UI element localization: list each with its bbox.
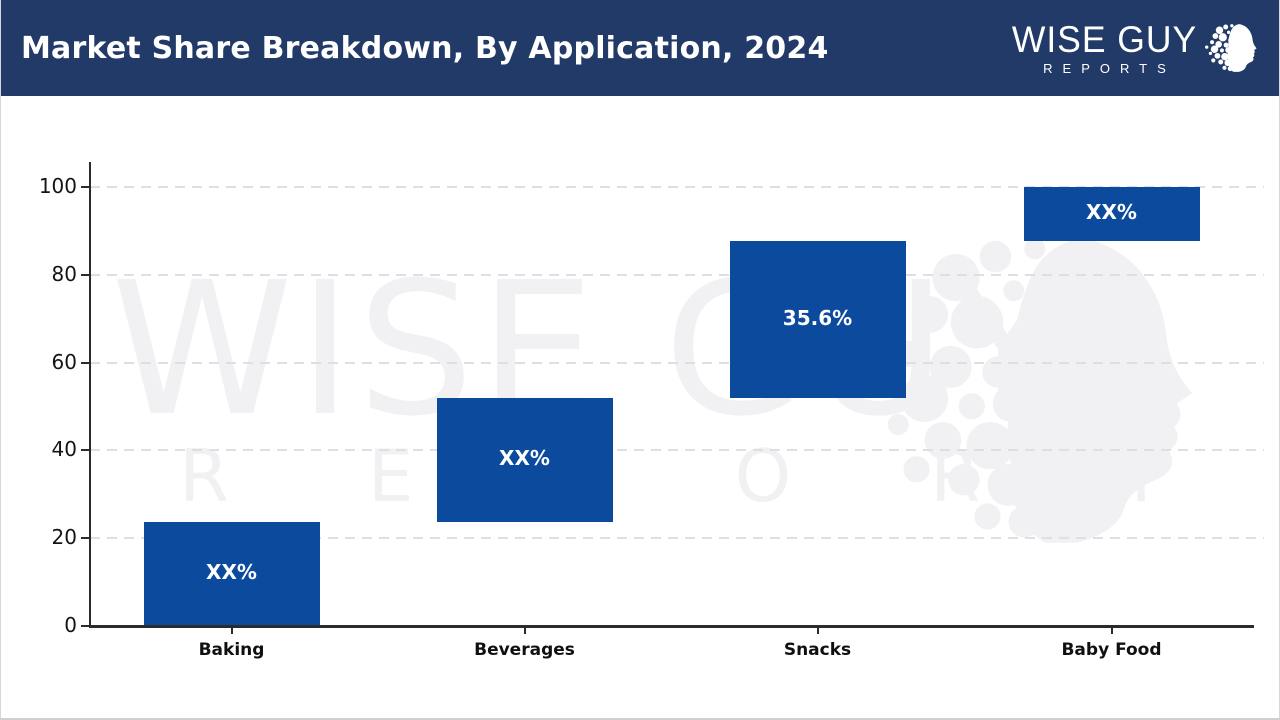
bar-value-label: XX% (499, 446, 550, 471)
watermark-head-icon (851, 233, 1271, 548)
y-tick-0 (81, 625, 89, 627)
brand-name: WISE GUY (1011, 19, 1198, 60)
x-category-label: Baby Food (1061, 640, 1162, 660)
brand-wordmark: WISE GUY REPORTS (1008, 21, 1201, 75)
brand-logo: WISE GUY REPORTS (1008, 9, 1269, 87)
x-tick-2 (816, 626, 819, 634)
gridline-60 (90, 361, 1264, 364)
bar-value-label: XX% (1086, 200, 1137, 225)
page-title: Market Share Breakdown, By Application, … (21, 30, 829, 66)
y-tick-80 (81, 273, 89, 276)
y-tick-label-0: 0 (64, 613, 77, 637)
x-category-label: Beverages (474, 640, 575, 660)
bar-baking (143, 522, 320, 626)
y-tick-label-40: 40 (51, 437, 77, 462)
y-axis-spine (89, 162, 91, 628)
bar-baby-food (1023, 187, 1200, 242)
y-tick-label-60: 60 (51, 349, 77, 374)
y-tick-20 (81, 537, 89, 540)
y-tick-label-80: 80 (51, 261, 77, 286)
x-category-label: Snacks (783, 640, 852, 660)
x-tick-0 (230, 626, 233, 634)
x-tick-3 (1110, 626, 1113, 634)
gridline-40 (90, 449, 1264, 452)
gridline-20 (90, 537, 1264, 540)
x-tick-1 (523, 626, 526, 634)
y-tick-label-100: 100 (38, 174, 77, 198)
header: Market Share Breakdown, By Application, … (1, 0, 1279, 96)
brand-subname: REPORTS (1043, 61, 1176, 76)
bar-value-label: XX% (206, 560, 257, 585)
y-tick-40 (81, 449, 89, 452)
plot-area: 0 20 40 60 80 100 XX% Baking XX% Beverages 35.6% Sn… (1, 96, 1279, 718)
y-tick-60 (81, 361, 89, 364)
bar-beverages (436, 397, 613, 523)
y-tick-100 (81, 186, 89, 188)
x-axis-spine (89, 625, 1254, 628)
bar-value-label: 35.6% (782, 305, 853, 330)
gridline-100 (90, 186, 1264, 188)
brand-head-icon (1203, 9, 1269, 87)
gridline-80 (90, 273, 1264, 276)
y-tick-label-20: 20 (51, 525, 77, 550)
x-category-label: Baking (198, 640, 265, 660)
bar-snacks (729, 241, 906, 398)
